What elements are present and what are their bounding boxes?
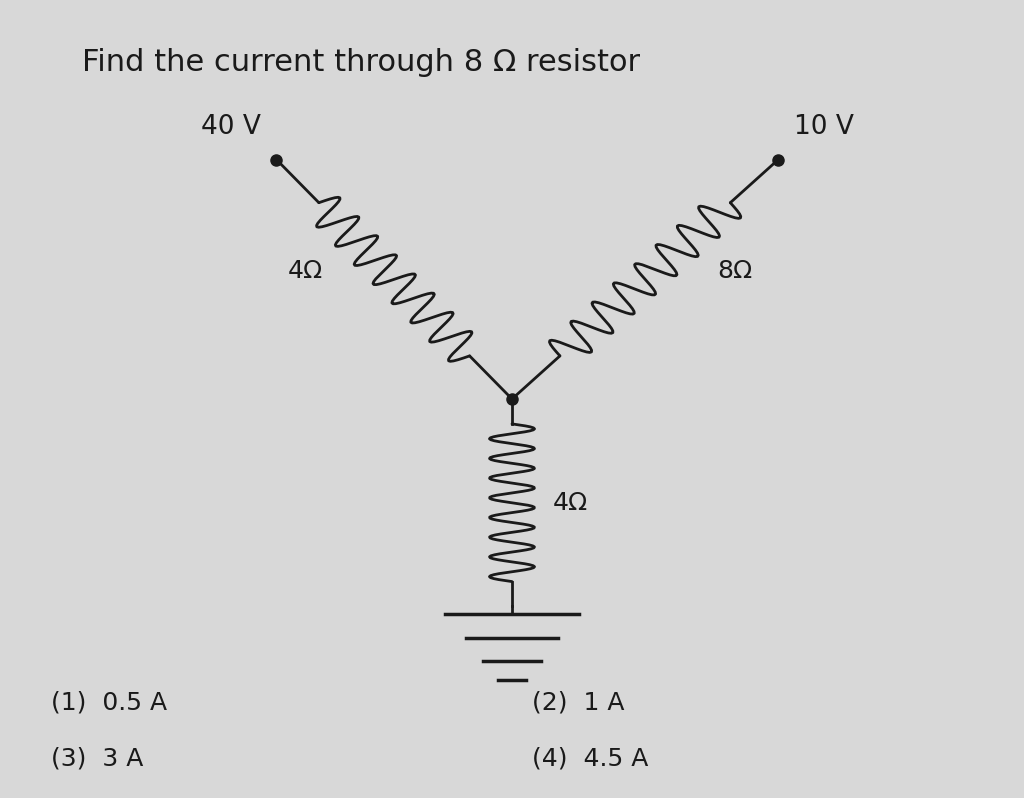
- Text: 4Ω: 4Ω: [553, 491, 588, 515]
- Text: (1)  0.5 A: (1) 0.5 A: [51, 690, 167, 714]
- Text: 10 V: 10 V: [794, 113, 853, 140]
- Text: 4Ω: 4Ω: [288, 259, 323, 283]
- Text: Find the current through 8 Ω resistor: Find the current through 8 Ω resistor: [82, 48, 640, 77]
- Text: (3)  3 A: (3) 3 A: [51, 746, 143, 770]
- Text: 8Ω: 8Ω: [717, 259, 752, 283]
- Text: (4)  4.5 A: (4) 4.5 A: [532, 746, 649, 770]
- Text: 40 V: 40 V: [202, 113, 261, 140]
- Text: (2)  1 A: (2) 1 A: [532, 690, 625, 714]
